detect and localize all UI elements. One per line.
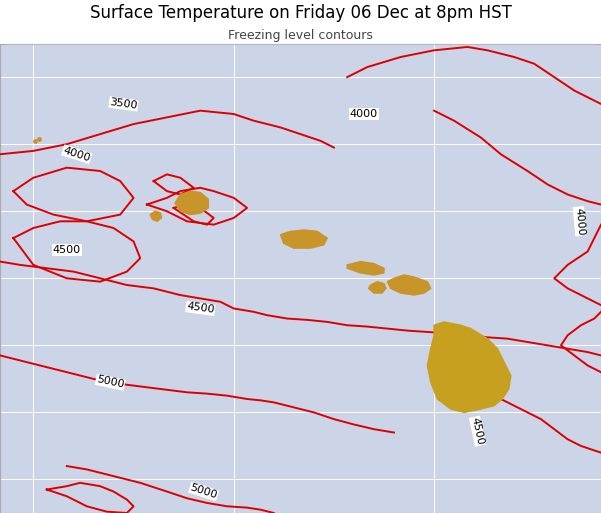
- Text: 4500: 4500: [186, 302, 215, 315]
- Text: Surface Temperature on Friday 06 Dec at 8pm HST: Surface Temperature on Friday 06 Dec at …: [90, 4, 511, 22]
- Text: Freezing level contours: Freezing level contours: [228, 29, 373, 42]
- Polygon shape: [150, 211, 162, 221]
- Text: 4500: 4500: [469, 417, 485, 446]
- Text: 4000: 4000: [62, 145, 92, 163]
- Polygon shape: [281, 230, 327, 248]
- Text: 5000: 5000: [96, 374, 125, 390]
- Text: 4500: 4500: [53, 245, 81, 255]
- Text: 4000: 4000: [350, 109, 378, 119]
- Polygon shape: [347, 262, 384, 275]
- Polygon shape: [175, 191, 209, 214]
- Text: 3500: 3500: [109, 97, 138, 111]
- Polygon shape: [387, 275, 431, 295]
- Text: 4000: 4000: [573, 207, 586, 236]
- Text: 5000: 5000: [189, 482, 219, 501]
- Polygon shape: [368, 282, 386, 293]
- Polygon shape: [427, 322, 511, 412]
